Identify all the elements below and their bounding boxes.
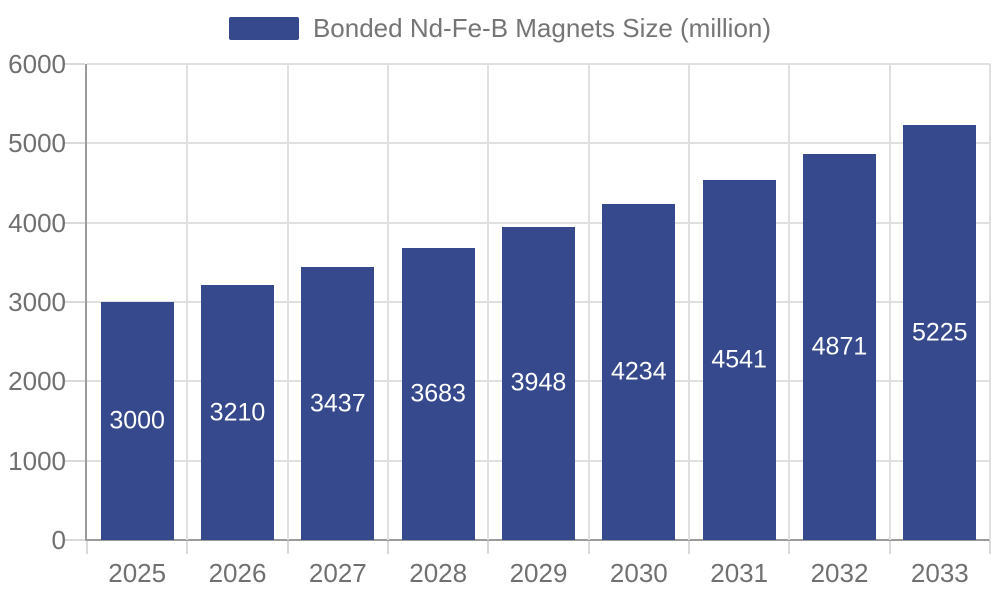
grid-line-vertical	[186, 64, 189, 540]
y-axis-line	[85, 64, 87, 540]
bar-value-label: 4541	[711, 345, 767, 374]
y-axis-label: 6000	[8, 49, 66, 79]
x-axis-label: 2033	[910, 558, 969, 588]
y-axis-label: 1000	[8, 445, 66, 476]
bar-value-label: 4871	[811, 332, 868, 361]
x-axis-tick	[487, 541, 490, 554]
bar-cell: 3948	[488, 64, 588, 540]
legend-label: Bonded Nd-Fe-B Magnets Size (million)	[312, 13, 772, 43]
grid-line-vertical	[688, 64, 690, 540]
x-axis-tick	[788, 541, 791, 554]
bars-container: 3000 3210 3437 3683 3948 4234 4541 4871 5225	[87, 64, 990, 540]
x-axis-label: 2031	[710, 558, 769, 588]
x-axis-tick	[286, 541, 289, 554]
x-axis-tick	[186, 541, 189, 554]
grid-line-vertical	[888, 64, 891, 540]
grid-line-vertical	[487, 64, 490, 540]
bar-value-label: 3948	[510, 368, 567, 397]
grid-line-horizontal	[87, 221, 990, 224]
grid-line-vertical	[587, 64, 590, 540]
x-axis-tick	[989, 541, 991, 554]
bar-2032: 4871	[802, 153, 877, 540]
x-axis-labels: 2025 2026 2027 2028 2029 2030 2031 2032 2033	[87, 558, 990, 590]
bar-2031: 4541	[702, 179, 776, 540]
bar-2027: 3437	[301, 267, 375, 540]
x-axis-tick	[387, 541, 389, 554]
legend: Bonded Nd-Fe-B Magnets Size (million)	[0, 0, 1000, 56]
x-axis-label: 2029	[509, 558, 568, 588]
x-axis-line	[85, 539, 990, 541]
bar-2026: 3210	[200, 285, 275, 540]
bar-cell: 4234	[589, 64, 689, 540]
bar-value-label: 3683	[410, 379, 466, 408]
y-axis-tick	[65, 459, 85, 462]
grid-line-vertical	[989, 64, 991, 540]
bar-cell: 3210	[187, 64, 287, 540]
bar-cell: 4541	[689, 64, 789, 540]
x-axis-tick	[888, 541, 891, 554]
bar-2028: 3683	[401, 247, 475, 540]
legend-swatch	[228, 16, 299, 40]
y-axis-label: 5000	[8, 128, 66, 159]
x-axis-label: 2030	[609, 558, 668, 588]
grid-line-horizontal	[87, 63, 990, 65]
grid-line-vertical	[788, 64, 791, 540]
bar-value-label: 5225	[911, 318, 968, 347]
y-axis-tick	[65, 63, 85, 65]
y-axis-labels: 0 1000 2000 3000 4000 5000 6000	[0, 50, 66, 554]
bar-value-label: 3437	[310, 389, 366, 418]
bar-2033: 5225	[903, 125, 977, 540]
y-axis-tick	[65, 539, 85, 541]
grid-line-vertical	[286, 64, 289, 540]
bar-cell: 4871	[789, 64, 889, 540]
plot-area: 3000 3210 3437 3683 3948 4234 4541 4871 5225	[87, 63, 991, 540]
legend-item[interactable]: Bonded Nd-Fe-B Magnets Size (million)	[228, 13, 772, 43]
x-axis-label: 2025	[108, 558, 167, 588]
y-axis-label: 3000	[8, 287, 66, 317]
bar-value-label: 3210	[209, 398, 266, 427]
y-axis-tick	[65, 142, 85, 145]
y-axis-tick	[65, 221, 85, 224]
bar-value-label: 3000	[109, 406, 165, 435]
bar-value-label: 4234	[610, 357, 667, 386]
y-axis-tick	[65, 380, 85, 383]
grid-line-horizontal	[87, 142, 990, 145]
bar-cell: 5225	[890, 64, 990, 540]
x-axis-label: 2027	[308, 558, 367, 588]
x-axis-tick	[86, 541, 88, 554]
bar-cell: 3437	[288, 64, 388, 540]
x-axis-label: 2028	[409, 558, 468, 588]
y-axis-tick	[65, 301, 85, 303]
x-axis-label: 2032	[810, 558, 869, 588]
y-axis-label: 2000	[8, 366, 66, 397]
y-axis-label: 0	[51, 525, 66, 555]
bar-2030: 4234	[602, 204, 676, 540]
bar-2029: 3948	[501, 226, 576, 540]
x-axis-tick	[587, 541, 590, 554]
x-axis-label: 2026	[208, 558, 267, 588]
bar-cell: 3683	[388, 64, 488, 540]
bar-cell: 3000	[87, 64, 187, 540]
grid-line-vertical	[387, 64, 389, 540]
y-axis-label: 4000	[8, 207, 66, 238]
bar-2025: 3000	[100, 302, 174, 540]
x-axis-tick	[688, 541, 690, 554]
